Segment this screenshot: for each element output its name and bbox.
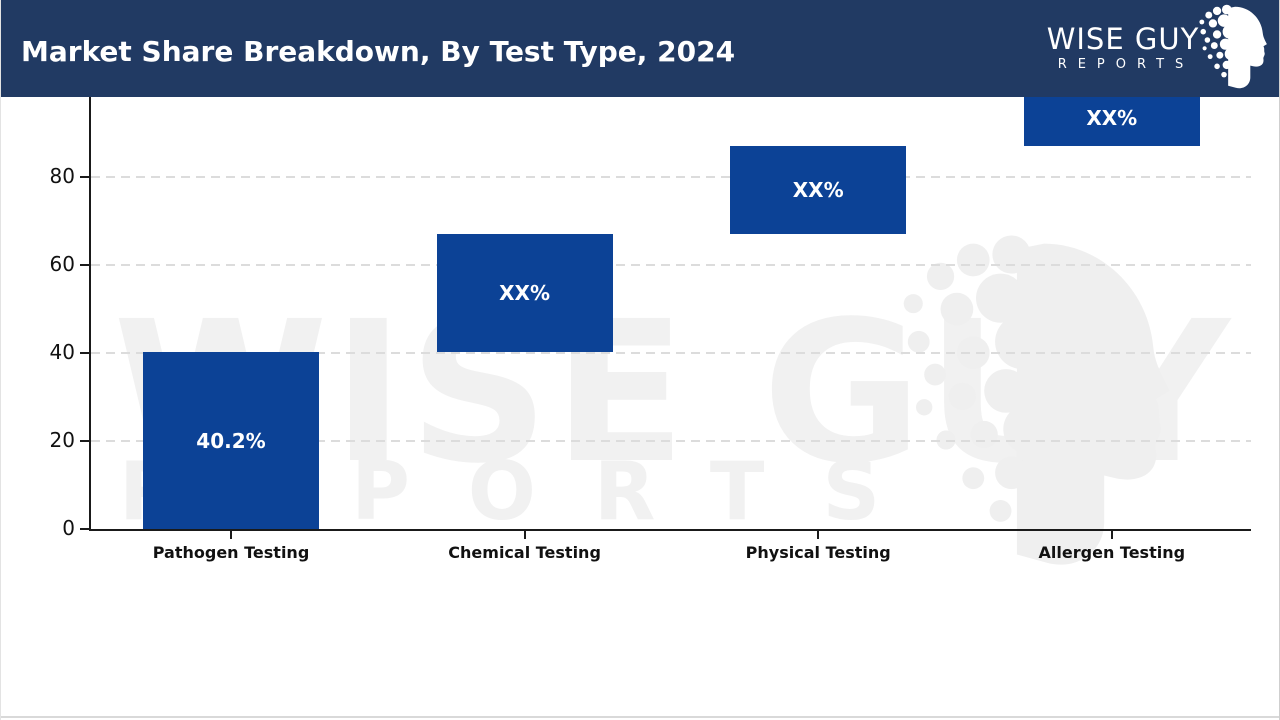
x-tick-mark — [230, 531, 232, 539]
grid-line — [91, 264, 1251, 266]
logo-brand-name: WISE GUY — [1046, 22, 1200, 56]
bar-value-label: XX% — [1086, 105, 1138, 130]
grid-line — [91, 440, 1251, 442]
bar-chemical-testing: XX% — [436, 234, 613, 353]
logo-text: WISE GUY REPORTS — [1037, 22, 1209, 72]
grid-line — [91, 352, 1251, 354]
bar-value-label: XX% — [792, 178, 844, 203]
x-axis-label: Pathogen Testing — [152, 543, 310, 562]
y-tick-label: 60 — [49, 252, 75, 276]
y-tick-mark — [80, 176, 89, 178]
y-tick-label: 40 — [49, 340, 75, 364]
bottom-border — [1, 716, 1279, 718]
x-axis — [89, 529, 1251, 531]
y-axis — [89, 66, 91, 531]
x-axis-label: Allergen Testing — [1038, 543, 1186, 562]
bar-allergen-testing: XX% — [1023, 89, 1200, 147]
y-tick-mark — [80, 264, 89, 266]
page-title: Market Share Breakdown, By Test Type, 20… — [21, 35, 736, 68]
x-axis-label: Physical Testing — [745, 543, 891, 562]
x-tick-mark — [817, 531, 820, 539]
bar-value-label: 40.2% — [196, 428, 266, 453]
wiseguy-head-logo-icon — [1199, 4, 1267, 89]
x-tick-mark — [1110, 531, 1113, 539]
wiseguy-logo: WISE GUY REPORTS — [1031, 0, 1279, 97]
header-bar: Market Share Breakdown, By Test Type, 20… — [1, 0, 1279, 97]
y-tick-mark — [80, 528, 89, 530]
y-tick-label: 20 — [49, 428, 75, 452]
bar-physical-testing: XX% — [730, 146, 907, 235]
bar-pathogen-testing: 40.2% — [143, 352, 319, 529]
logo-brand-subtitle: REPORTS — [1057, 57, 1195, 72]
y-tick-mark — [80, 352, 89, 354]
grid-line — [91, 176, 1251, 178]
y-tick-label: 0 — [62, 516, 75, 540]
y-tick-label: 80 — [49, 164, 75, 188]
x-axis-label: Chemical Testing — [448, 543, 601, 562]
bar-value-label: XX% — [499, 281, 551, 306]
y-tick-mark — [80, 440, 89, 442]
x-tick-mark — [523, 531, 526, 539]
